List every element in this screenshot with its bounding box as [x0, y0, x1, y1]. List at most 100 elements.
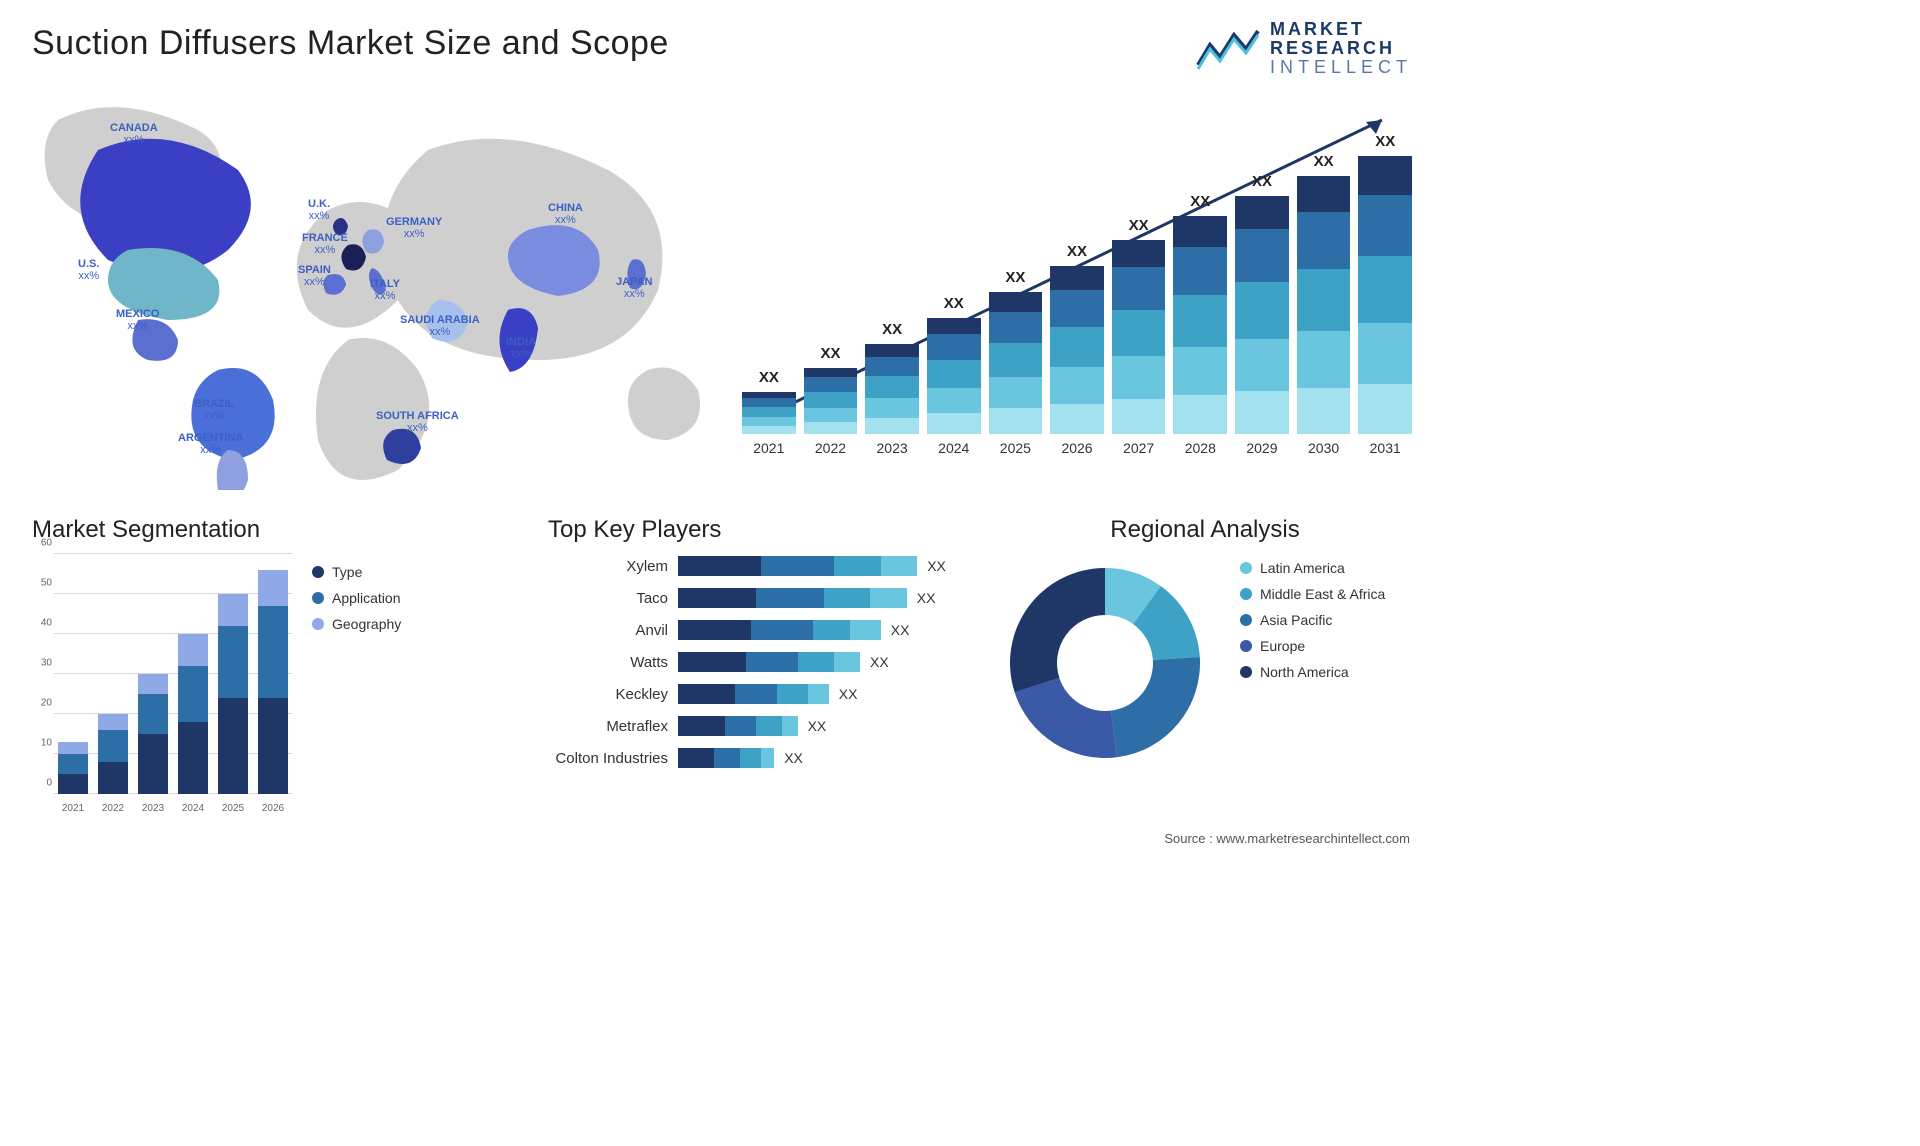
seg-bar-2021 [58, 742, 88, 794]
regional-donut [1000, 558, 1210, 768]
map-label-japan: JAPANxx% [616, 276, 652, 300]
growth-year-label: 2030 [1308, 440, 1339, 456]
segmentation-chart: 0102030405060 202120222023202420252026 [32, 554, 292, 814]
seg-legend-item: Type [312, 564, 401, 580]
growth-value-label: XX [1314, 153, 1334, 170]
player-row-xylem: XylemXX [548, 556, 988, 576]
growth-chart: XX 2021 XX 2022 XX2023XX2024 XX 2025 XX 2026 XX 20… [742, 100, 1412, 480]
growth-bar-2028: XX 2028 [1173, 193, 1227, 456]
growth-year-label: 2029 [1246, 440, 1277, 456]
player-name: Xylem [548, 558, 678, 575]
seg-xlabel: 2025 [218, 803, 248, 814]
player-name: Taco [548, 590, 678, 607]
growth-bar-2031: XX 2031 [1358, 133, 1412, 456]
growth-bar-2021: XX 2021 [742, 369, 796, 456]
logo-mark-icon [1196, 25, 1260, 71]
growth-value-label: XX [820, 345, 840, 362]
growth-year-label: 2026 [1061, 440, 1092, 456]
player-row-watts: WattsXX [548, 652, 988, 672]
seg-bar-2026 [258, 570, 288, 794]
seg-ytick: 60 [32, 538, 52, 549]
player-value: XX [891, 622, 910, 638]
seg-bar-2024 [178, 634, 208, 794]
players-title: Top Key Players [548, 516, 988, 544]
players-panel: Top Key Players XylemXXTacoXXAnvilXXWatt… [548, 516, 988, 768]
growth-bar-2024: XX2024 [927, 295, 981, 456]
regional-legend: Latin America Middle East & Africa Asia Pa… [1240, 560, 1385, 690]
map-label-mexico: MEXICOxx% [116, 308, 159, 332]
regional-legend-item: Latin America [1240, 560, 1385, 576]
player-name: Watts [548, 654, 678, 671]
segmentation-title: Market Segmentation [32, 516, 472, 544]
regional-legend-item: Europe [1240, 638, 1385, 654]
growth-bar-2030: XX 2030 [1297, 153, 1351, 456]
growth-value-label: XX [1129, 217, 1149, 234]
growth-year-label: 2027 [1123, 440, 1154, 456]
regional-legend-item: Middle East & Africa [1240, 586, 1385, 602]
growth-value-label: XX [1252, 173, 1272, 190]
player-name: Metraflex [548, 718, 678, 735]
seg-xlabel: 2024 [178, 803, 208, 814]
growth-value-label: XX [1005, 269, 1025, 286]
growth-bar-2025: XX 2025 [989, 269, 1043, 456]
map-label-france: FRANCExx% [302, 232, 348, 256]
seg-bar-2025 [218, 594, 248, 794]
growth-year-label: 2025 [1000, 440, 1031, 456]
seg-ytick: 0 [32, 778, 52, 789]
seg-xlabel: 2022 [98, 803, 128, 814]
source-text: Source : www.marketresearchintellect.com [1164, 831, 1410, 846]
growth-value-label: XX [882, 321, 902, 338]
seg-legend-item: Application [312, 590, 401, 606]
page-title: Suction Diffusers Market Size and Scope [32, 24, 669, 63]
logo-text-1: MARKET [1270, 20, 1412, 39]
growth-year-label: 2028 [1185, 440, 1216, 456]
map-label-brazil: BRAZILxx% [194, 398, 234, 422]
growth-bar-2029: XX 2029 [1235, 173, 1289, 456]
seg-bar-2022 [98, 714, 128, 794]
map-label-saudi-arabia: SAUDI ARABIAxx% [400, 314, 480, 338]
map-label-china: CHINAxx% [548, 202, 583, 226]
segmentation-panel: Market Segmentation 0102030405060 202120… [32, 516, 472, 814]
seg-ytick: 20 [32, 698, 52, 709]
brand-logo: MARKET RESEARCH INTELLECT [1196, 20, 1412, 77]
player-name: Colton Industries [548, 750, 678, 767]
map-label-south-africa: SOUTH AFRICAxx% [376, 410, 459, 434]
map-label-india: INDIAxx% [506, 336, 536, 360]
player-row-keckley: KeckleyXX [548, 684, 988, 704]
growth-value-label: XX [1375, 133, 1395, 150]
growth-value-label: XX [759, 369, 779, 386]
regional-legend-item: Asia Pacific [1240, 612, 1385, 628]
seg-bar-2023 [138, 674, 168, 794]
growth-value-label: XX [1190, 193, 1210, 210]
growth-year-label: 2022 [815, 440, 846, 456]
map-label-u-k-: U.K.xx% [308, 198, 330, 222]
growth-value-label: XX [1067, 243, 1087, 260]
seg-legend-item: Geography [312, 616, 401, 632]
map-label-spain: SPAINxx% [298, 264, 331, 288]
regional-panel: Regional Analysis Latin America Middle Ea… [1000, 516, 1410, 768]
growth-year-label: 2031 [1370, 440, 1401, 456]
map-label-argentina: ARGENTINAxx% [178, 432, 243, 456]
player-row-anvil: AnvilXX [548, 620, 988, 640]
seg-xlabel: 2026 [258, 803, 288, 814]
seg-xlabel: 2021 [58, 803, 88, 814]
map-label-italy: ITALYxx% [370, 278, 400, 302]
seg-xlabel: 2023 [138, 803, 168, 814]
player-row-metraflex: MetraflexXX [548, 716, 988, 736]
map-label-canada: CANADAxx% [110, 122, 158, 146]
regional-title: Regional Analysis [1000, 516, 1410, 544]
player-row-colton-industries: Colton Industries XX [548, 748, 988, 768]
logo-text-2: RESEARCH [1270, 39, 1412, 58]
growth-bar-2026: XX 2026 [1050, 243, 1104, 456]
world-map: CANADAxx% U.S.xx% MEXICOxx% BRAZILxx% ARGENT… [28, 90, 748, 490]
seg-ytick: 30 [32, 658, 52, 669]
map-label-germany: GERMANYxx% [386, 216, 442, 240]
player-row-taco: Taco XX [548, 588, 988, 608]
map-label-u-s-: U.S.xx% [78, 258, 99, 282]
player-value: XX [784, 750, 803, 766]
player-value: XX [917, 590, 936, 606]
growth-year-label: 2021 [753, 440, 784, 456]
seg-ytick: 10 [32, 738, 52, 749]
segmentation-legend: Type Application Geography [312, 564, 401, 642]
growth-bar-2023: XX2023 [865, 321, 919, 456]
